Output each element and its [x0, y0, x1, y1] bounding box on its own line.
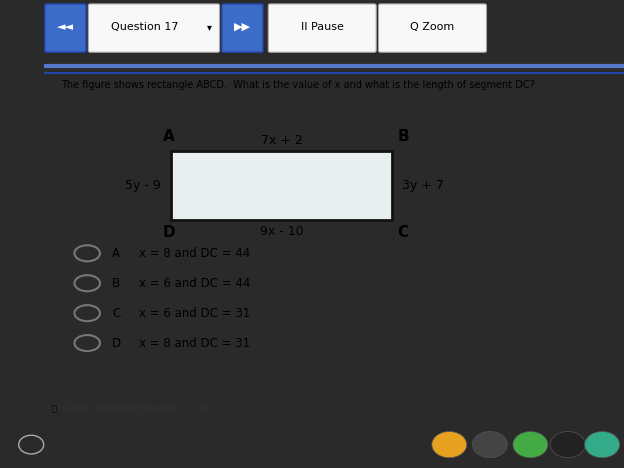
Text: B: B — [112, 277, 120, 290]
Text: D: D — [162, 225, 175, 240]
Text: 3y + 7: 3y + 7 — [402, 179, 444, 192]
Text: 9x - 10: 9x - 10 — [260, 225, 303, 238]
FancyBboxPatch shape — [379, 4, 487, 52]
Circle shape — [585, 431, 620, 458]
Text: x = 8 and DC = 44: x = 8 and DC = 44 — [139, 247, 251, 260]
FancyBboxPatch shape — [45, 4, 86, 52]
Text: D: D — [112, 336, 121, 350]
Text: Question 17: Question 17 — [112, 22, 179, 32]
Text: x = 8 and DC = 31: x = 8 and DC = 31 — [139, 336, 251, 350]
FancyBboxPatch shape — [268, 4, 376, 52]
Text: A: A — [163, 130, 174, 145]
Text: 5y - 9: 5y - 9 — [125, 179, 161, 192]
Circle shape — [513, 431, 548, 458]
Bar — [172, 151, 392, 220]
Circle shape — [550, 431, 585, 458]
Text: ▾: ▾ — [207, 22, 212, 32]
Text: Q Zoom: Q Zoom — [411, 22, 455, 32]
Text: C: C — [397, 225, 409, 240]
Text: x = 6 and DC = 31: x = 6 and DC = 31 — [139, 307, 251, 320]
Circle shape — [432, 431, 467, 458]
Text: 🌿: 🌿 — [52, 404, 57, 413]
FancyBboxPatch shape — [222, 4, 263, 52]
Text: x = 6 and DC = 44: x = 6 and DC = 44 — [139, 277, 251, 290]
Text: C: C — [112, 307, 120, 320]
Text: ◄◄: ◄◄ — [57, 22, 74, 32]
Text: ©2020  Illuminate Education™, Inc.: ©2020 Illuminate Education™, Inc. — [61, 404, 211, 413]
Text: 7x + 2: 7x + 2 — [261, 134, 303, 146]
Text: II Pause: II Pause — [301, 22, 344, 32]
Text: ▶▶: ▶▶ — [234, 22, 251, 32]
Text: A: A — [112, 247, 120, 260]
Text: The figure shows rectangle ABCD.  What is the value of x and what is the length : The figure shows rectangle ABCD. What is… — [61, 80, 535, 90]
Text: B: B — [397, 130, 409, 145]
FancyBboxPatch shape — [89, 4, 220, 52]
Circle shape — [472, 431, 507, 458]
